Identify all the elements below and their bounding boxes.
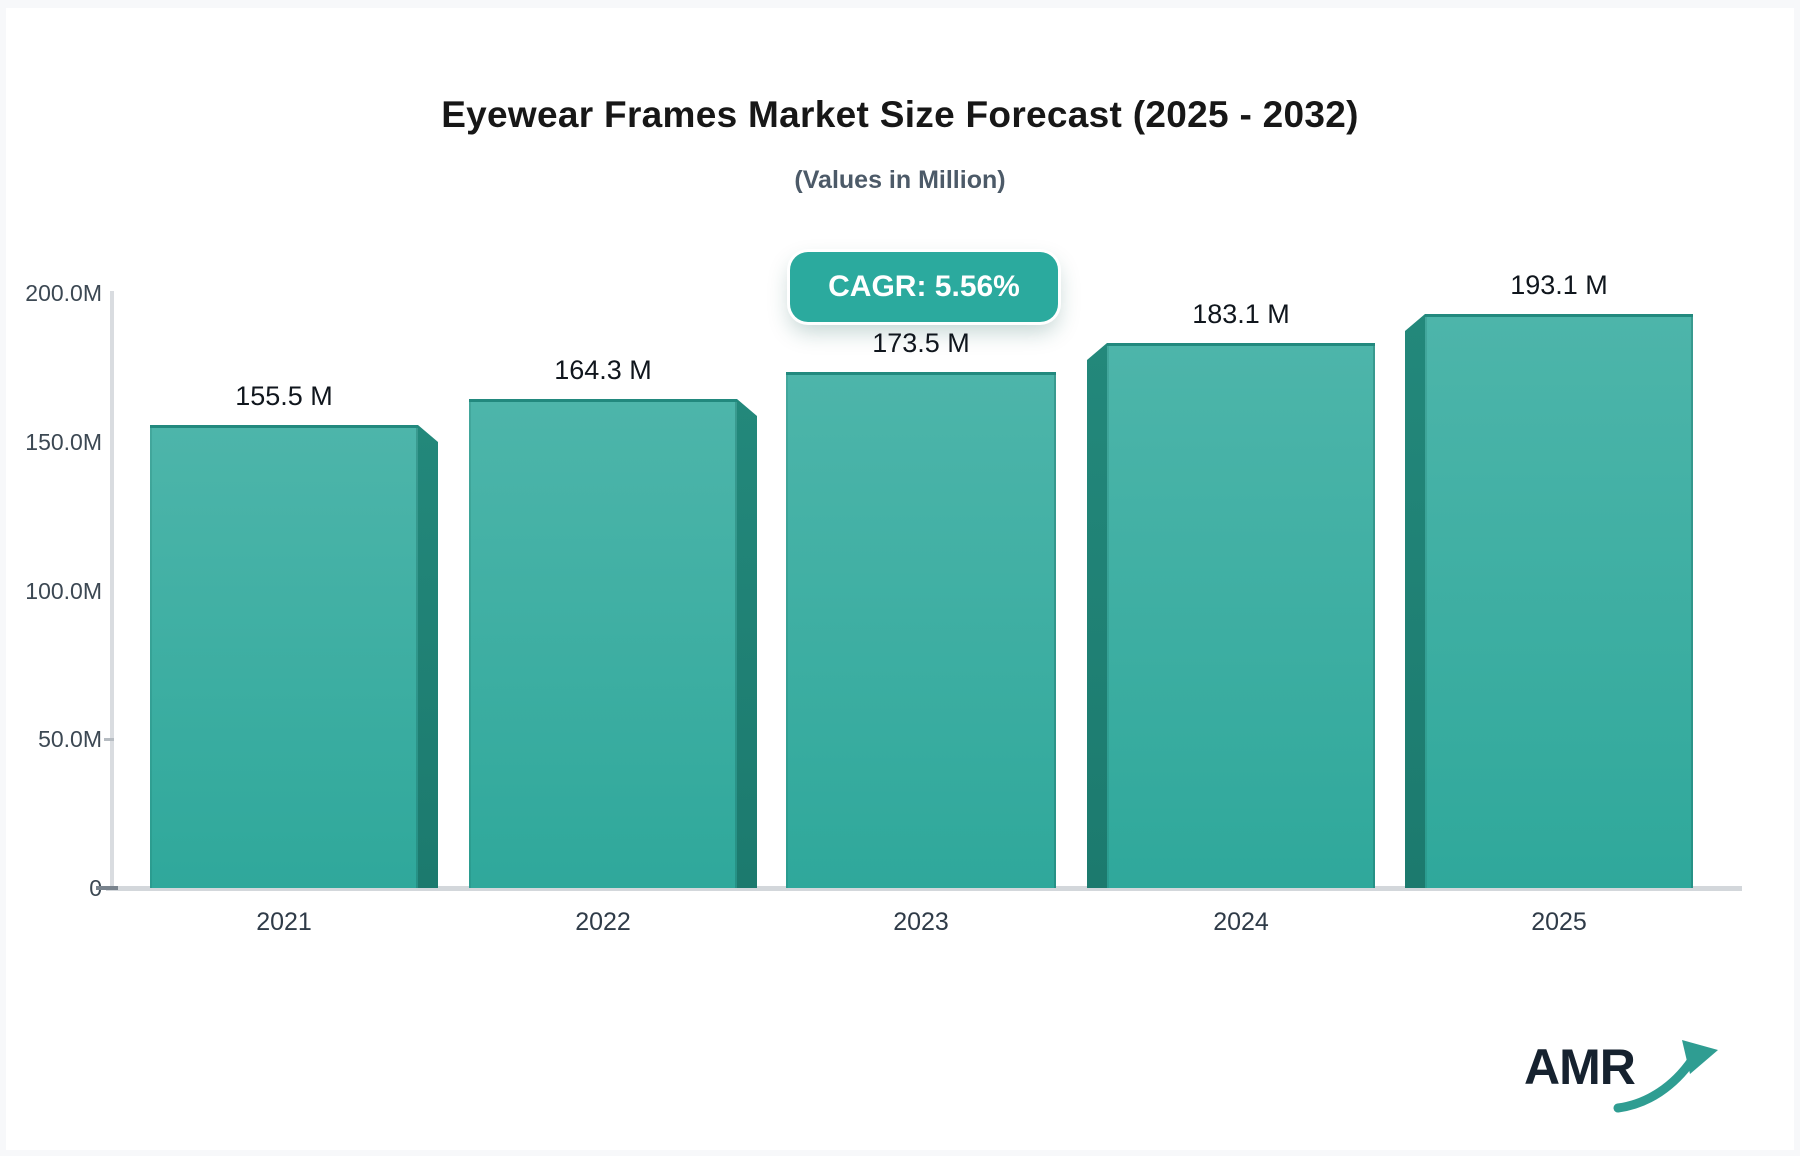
bar-2021 — [150, 425, 418, 888]
bar-value-label-2023: 173.5 M — [872, 328, 970, 358]
amr-logo-text: AMR — [1524, 1039, 1636, 1095]
bar-2022 — [469, 399, 737, 888]
y-tick-label: 150.0M — [25, 428, 102, 455]
bar-2023 — [786, 372, 1056, 888]
bar-side-2021 — [418, 425, 438, 888]
x-tick-label-2022: 2022 — [575, 908, 631, 936]
bar-2024 — [1107, 343, 1375, 888]
y-tick-mark — [104, 738, 114, 742]
bar-side-2025 — [1405, 314, 1425, 888]
bar-2025 — [1425, 314, 1693, 888]
cagr-badge: CAGR: 5.56% — [790, 252, 1058, 322]
y-tick-label: 100.0M — [25, 577, 102, 604]
x-tick-label-2023: 2023 — [893, 908, 949, 936]
x-tick-label-2025: 2025 — [1531, 908, 1587, 936]
chart-subtitle: (Values in Million) — [794, 166, 1006, 194]
bar-side-2022 — [737, 399, 757, 888]
bar-value-label-2025: 193.1 M — [1510, 270, 1608, 300]
y-axis-line — [110, 291, 114, 891]
x-axis-line — [106, 886, 1742, 891]
bar-value-label-2021: 155.5 M — [235, 381, 333, 411]
x-tick-label-2021: 2021 — [256, 908, 312, 936]
y-tick-mark — [96, 886, 118, 890]
y-tick-label: 200.0M — [25, 280, 102, 306]
bar-side-2024 — [1087, 343, 1107, 888]
y-tick-label: 0 — [2, 875, 102, 902]
bar-value-label-2022: 164.3 M — [554, 355, 652, 385]
x-tick-label-2024: 2024 — [1213, 908, 1269, 936]
bar-value-label-2024: 183.1 M — [1192, 299, 1290, 329]
amr-logo: AMR — [1524, 1030, 1734, 1120]
growth-arrow-icon — [1613, 1040, 1718, 1113]
y-tick-label: 50.0M — [38, 726, 102, 753]
chart-title: Eyewear Frames Market Size Forecast (202… — [441, 94, 1359, 135]
